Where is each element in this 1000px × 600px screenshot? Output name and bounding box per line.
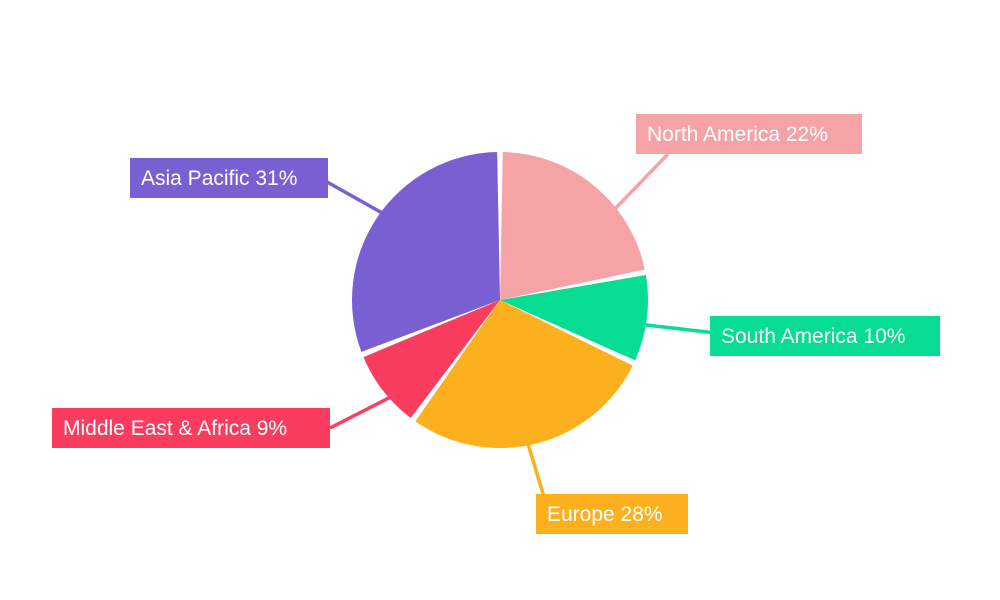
pie-slice-middle-east-africa[interactable] [363,300,500,419]
pie-label-asia-pacific[interactable]: Asia Pacific 31% [130,158,328,198]
pie-slice-asia-pacific[interactable] [351,152,500,352]
leader-line [610,152,670,214]
pie-slices [351,152,648,448]
pie-label-europe[interactable]: Europe 28% [536,494,688,534]
pie-label-north-america[interactable]: North America 22% [636,114,862,154]
leader-line [319,176,385,216]
pie-slice-north-america[interactable] [500,152,645,300]
pie-slice-europe[interactable] [415,300,633,448]
pie-label-middle-east-africa[interactable]: Middle East & Africa 9% [52,408,330,448]
pie-label-south-america[interactable]: South America 10% [710,316,940,356]
pie-slice-south-america[interactable] [500,275,648,361]
